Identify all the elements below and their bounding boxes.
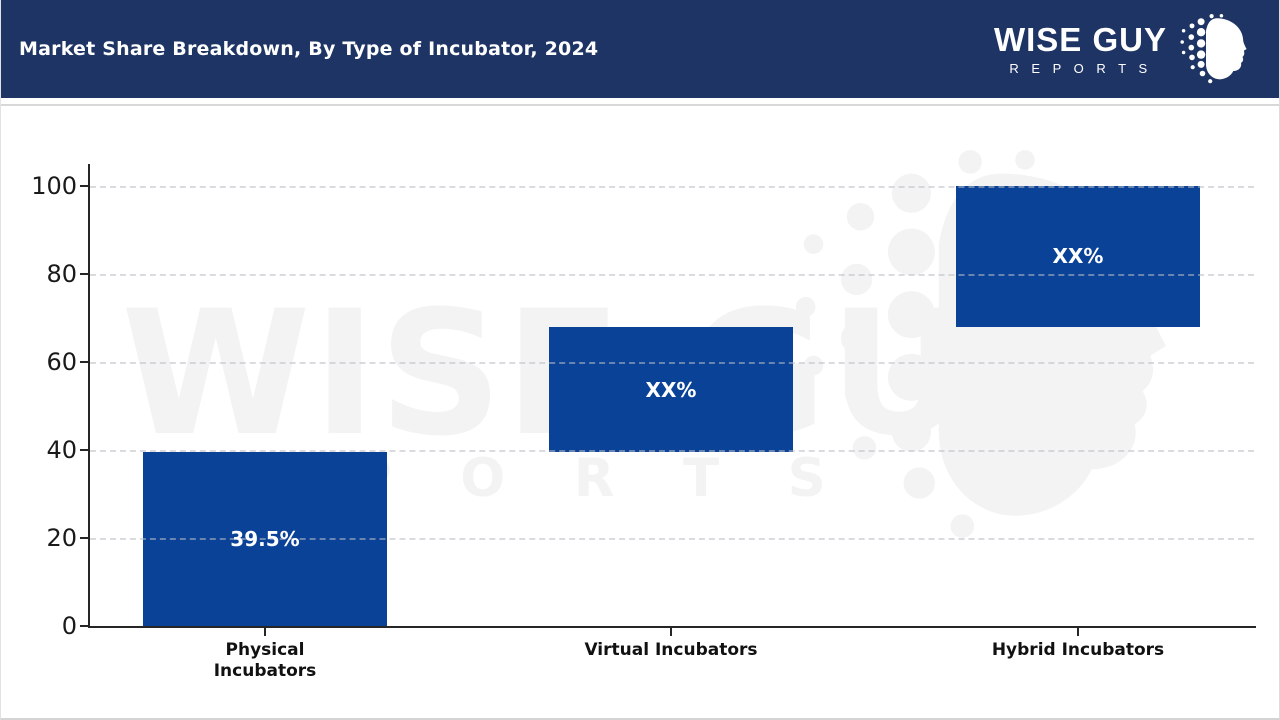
y-tick-label: 100 xyxy=(31,172,77,200)
brand-logo: WISE GUY R E P O R T S xyxy=(994,14,1255,84)
x-category-label-line: Hybrid Incubators xyxy=(991,640,1165,660)
y-axis-line xyxy=(88,164,90,628)
x-tick-mark xyxy=(670,628,672,636)
bar-value-label: 39.5% xyxy=(230,527,300,552)
x-category-label: Virtual Incubators xyxy=(541,640,801,661)
x-tick-mark xyxy=(264,628,266,636)
bar-virtual-incubators xyxy=(549,326,793,453)
x-category-label-line: Physical xyxy=(225,640,305,660)
x-tick-mark xyxy=(1077,628,1079,636)
y-tick-label: 80 xyxy=(46,260,77,288)
x-category-label-line: Incubators xyxy=(213,661,317,681)
y-tick-mark xyxy=(80,449,88,451)
x-category-label-line: Virtual Incubators xyxy=(584,640,758,660)
y-tick-mark xyxy=(80,185,88,187)
y-tick-mark xyxy=(80,273,88,275)
gridline-80 xyxy=(90,274,1254,276)
brand-logo-text: WISE GUY R E P O R T S xyxy=(994,23,1167,76)
brand-subtitle: R E P O R T S xyxy=(1009,60,1152,76)
bar-value-label: XX% xyxy=(645,377,697,402)
x-category-label: Physical Incubators xyxy=(135,640,395,682)
x-category-label: Hybrid Incubators xyxy=(948,640,1208,661)
y-tick-mark xyxy=(80,361,88,363)
y-tick-mark xyxy=(80,537,88,539)
bar-value-label: XX% xyxy=(1052,244,1104,269)
y-tick-label: 0 xyxy=(61,612,77,640)
gridline-60 xyxy=(90,362,1254,364)
brand-name: WISE GUY xyxy=(993,20,1167,58)
header: Market Share Breakdown, By Type of Incub… xyxy=(1,0,1279,98)
y-tick-label: 40 xyxy=(46,436,77,464)
gridline-40 xyxy=(90,450,1254,452)
gridline-100 xyxy=(90,186,1254,188)
y-tick-label: 20 xyxy=(46,524,77,552)
y-tick-mark xyxy=(80,625,88,627)
x-axis-line xyxy=(88,626,1256,628)
chart-title: Market Share Breakdown, By Type of Incub… xyxy=(19,38,599,60)
gridline-20 xyxy=(90,538,1254,540)
header-divider xyxy=(1,104,1279,106)
y-tick-label: 60 xyxy=(46,348,77,376)
